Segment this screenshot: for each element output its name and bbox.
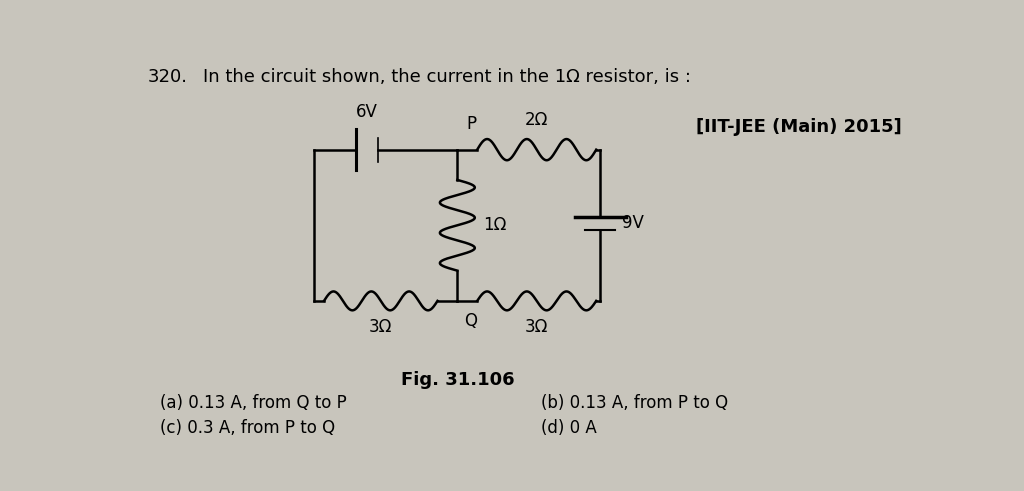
Text: Fig. 31.106: Fig. 31.106 [400, 371, 514, 389]
Text: (c) 0.3 A, from P to Q: (c) 0.3 A, from P to Q [160, 419, 335, 437]
Text: (a) 0.13 A, from Q to P: (a) 0.13 A, from Q to P [160, 393, 346, 411]
Text: 2Ω: 2Ω [525, 111, 549, 129]
Text: P: P [467, 114, 477, 133]
Text: 6V: 6V [356, 103, 378, 121]
Text: In the circuit shown, the current in the 1Ω resistor, is :: In the circuit shown, the current in the… [204, 68, 691, 86]
Text: (d) 0 A: (d) 0 A [541, 419, 596, 437]
Text: (b) 0.13 A, from P to Q: (b) 0.13 A, from P to Q [541, 393, 728, 411]
Text: Q: Q [464, 312, 477, 330]
Text: 320.: 320. [147, 68, 187, 86]
Text: 9V: 9V [623, 215, 644, 232]
Text: 3Ω: 3Ω [525, 318, 549, 336]
Text: [IIT-JEE (Main) 2015]: [IIT-JEE (Main) 2015] [696, 117, 902, 136]
Text: 3Ω: 3Ω [369, 318, 392, 336]
Text: 1Ω: 1Ω [482, 216, 506, 234]
